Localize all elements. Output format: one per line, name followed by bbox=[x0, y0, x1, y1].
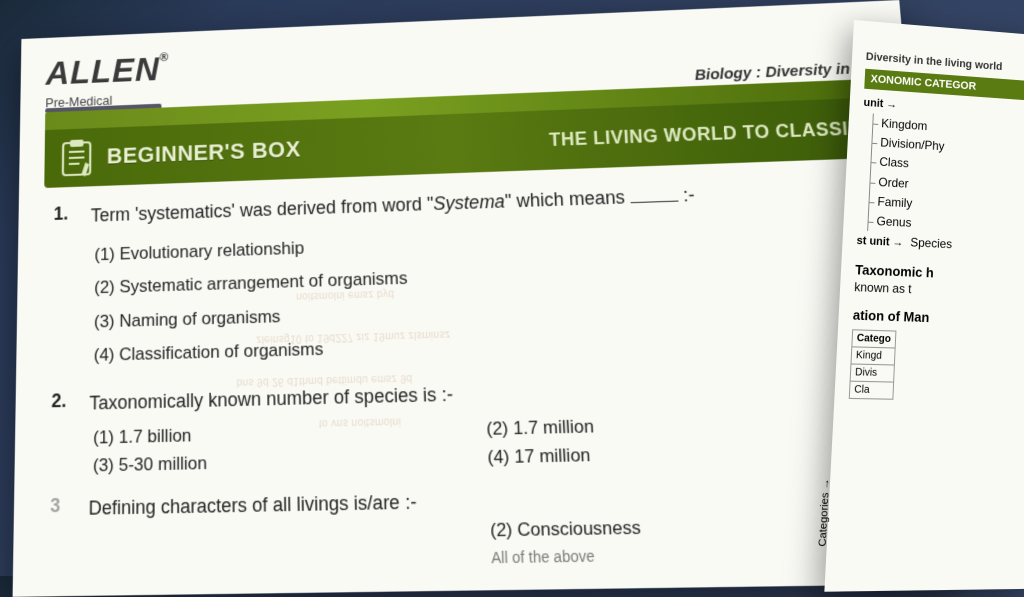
q1-options: (1) Evolutionary relationship (2) System… bbox=[94, 213, 892, 373]
q2-number: 2. bbox=[51, 390, 75, 418]
question-2: 2. Taxonomically known number of species… bbox=[51, 370, 901, 478]
mini-table: Catego Kingd Divis Cla bbox=[849, 329, 897, 400]
q2-options: (1) 1.7 billion (2) 1.7 million (3) 5-30… bbox=[93, 409, 901, 477]
table-head: Catego bbox=[852, 330, 896, 348]
question-content: 1. Term 'systematics' was derived from w… bbox=[39, 158, 920, 574]
q3-number: 3 bbox=[50, 495, 75, 524]
brand-logo: ALLEN® bbox=[45, 50, 169, 93]
table-row: Cla bbox=[849, 381, 893, 399]
box-subtitle: THE LIVING WORLD TO CLASSIFI bbox=[549, 117, 867, 151]
clipboard-icon bbox=[60, 138, 93, 177]
textbook-left-page: ALLEN® Pre-Medical Biology : Diversity i… bbox=[13, 0, 952, 597]
q3-options-partial: (2) Consciousness All of the above bbox=[92, 513, 909, 573]
table-row: Divis bbox=[850, 364, 894, 382]
box-title: BEGINNER'S BOX bbox=[107, 136, 301, 169]
textbook-right-page: Diversity in the living world XONOMIC CA… bbox=[824, 20, 1024, 592]
hier-species: Species bbox=[910, 235, 952, 251]
categories-axis-label: Categories → bbox=[817, 478, 832, 546]
table-row: Kingd bbox=[851, 347, 895, 365]
st-unit-label: st unit → bbox=[856, 235, 903, 250]
question-1: 1. Term 'systematics' was derived from w… bbox=[52, 175, 891, 374]
blank-line bbox=[630, 185, 679, 204]
q2-text: Taxonomically known number of species is… bbox=[89, 370, 895, 418]
unit-label: unit → bbox=[863, 97, 897, 111]
q2-opt3: (3) 5-30 million bbox=[93, 447, 488, 477]
q1-number: 1. bbox=[53, 203, 77, 230]
right-band: XONOMIC CATEGOR bbox=[864, 69, 1024, 101]
logo-reg: ® bbox=[160, 50, 170, 64]
logo-text: ALLEN bbox=[45, 50, 159, 92]
taxonomy-hierarchy: Kingdom Division/Phy Class Order Family … bbox=[867, 113, 1024, 238]
q2-opt1: (1) 1.7 billion bbox=[93, 419, 487, 449]
question-3-partial: 3 Defining characters of all livings is/… bbox=[49, 479, 908, 574]
classification-label: ation of Man bbox=[853, 307, 1024, 328]
unit-row: unit → Kingdom Division/Phy Class Order … bbox=[856, 97, 1024, 255]
